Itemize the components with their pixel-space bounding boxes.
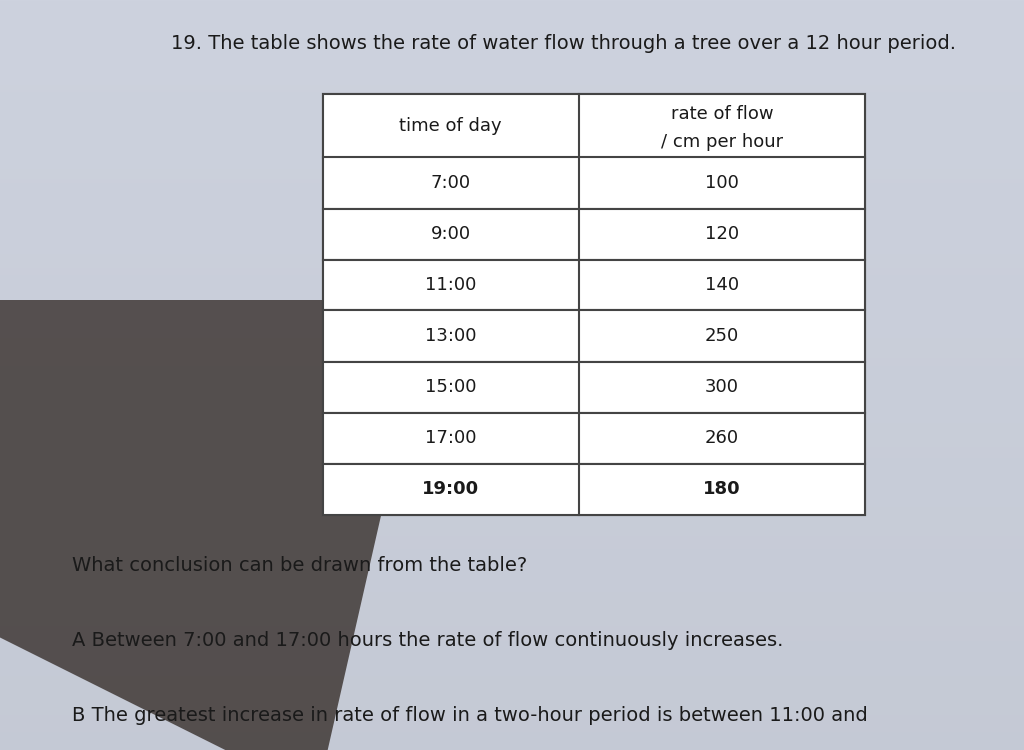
Text: 180: 180 xyxy=(703,480,740,498)
Polygon shape xyxy=(0,300,430,750)
Text: 250: 250 xyxy=(705,327,739,345)
Text: 9:00: 9:00 xyxy=(430,225,471,243)
Text: 260: 260 xyxy=(705,429,739,447)
Bar xyxy=(323,413,865,464)
Bar xyxy=(323,94,865,158)
Text: 11:00: 11:00 xyxy=(425,276,476,294)
Bar xyxy=(323,464,865,514)
Text: 13:00: 13:00 xyxy=(425,327,476,345)
Text: rate of flow: rate of flow xyxy=(671,105,773,122)
Text: 300: 300 xyxy=(705,378,739,396)
Bar xyxy=(323,310,865,362)
Text: A Between 7:00 and 17:00 hours the rate of flow continuously increases.: A Between 7:00 and 17:00 hours the rate … xyxy=(72,631,783,650)
Text: / cm per hour: / cm per hour xyxy=(660,134,783,152)
Text: 19. The table shows the rate of water flow through a tree over a 12 hour period.: 19. The table shows the rate of water fl… xyxy=(171,34,955,53)
Text: time of day: time of day xyxy=(399,117,502,135)
Text: B The greatest increase in rate of flow in a two-hour period is between 11:00 an: B The greatest increase in rate of flow … xyxy=(72,706,867,724)
Bar xyxy=(323,94,865,514)
Text: 120: 120 xyxy=(705,225,739,243)
Bar xyxy=(323,362,865,413)
Text: 19:00: 19:00 xyxy=(422,480,479,498)
Text: 140: 140 xyxy=(705,276,739,294)
Text: 100: 100 xyxy=(705,174,739,192)
Text: 15:00: 15:00 xyxy=(425,378,476,396)
Bar xyxy=(323,209,865,260)
Bar xyxy=(323,158,865,209)
Text: What conclusion can be drawn from the table?: What conclusion can be drawn from the ta… xyxy=(72,556,527,574)
Bar xyxy=(323,260,865,310)
Text: 17:00: 17:00 xyxy=(425,429,476,447)
Text: 7:00: 7:00 xyxy=(430,174,471,192)
